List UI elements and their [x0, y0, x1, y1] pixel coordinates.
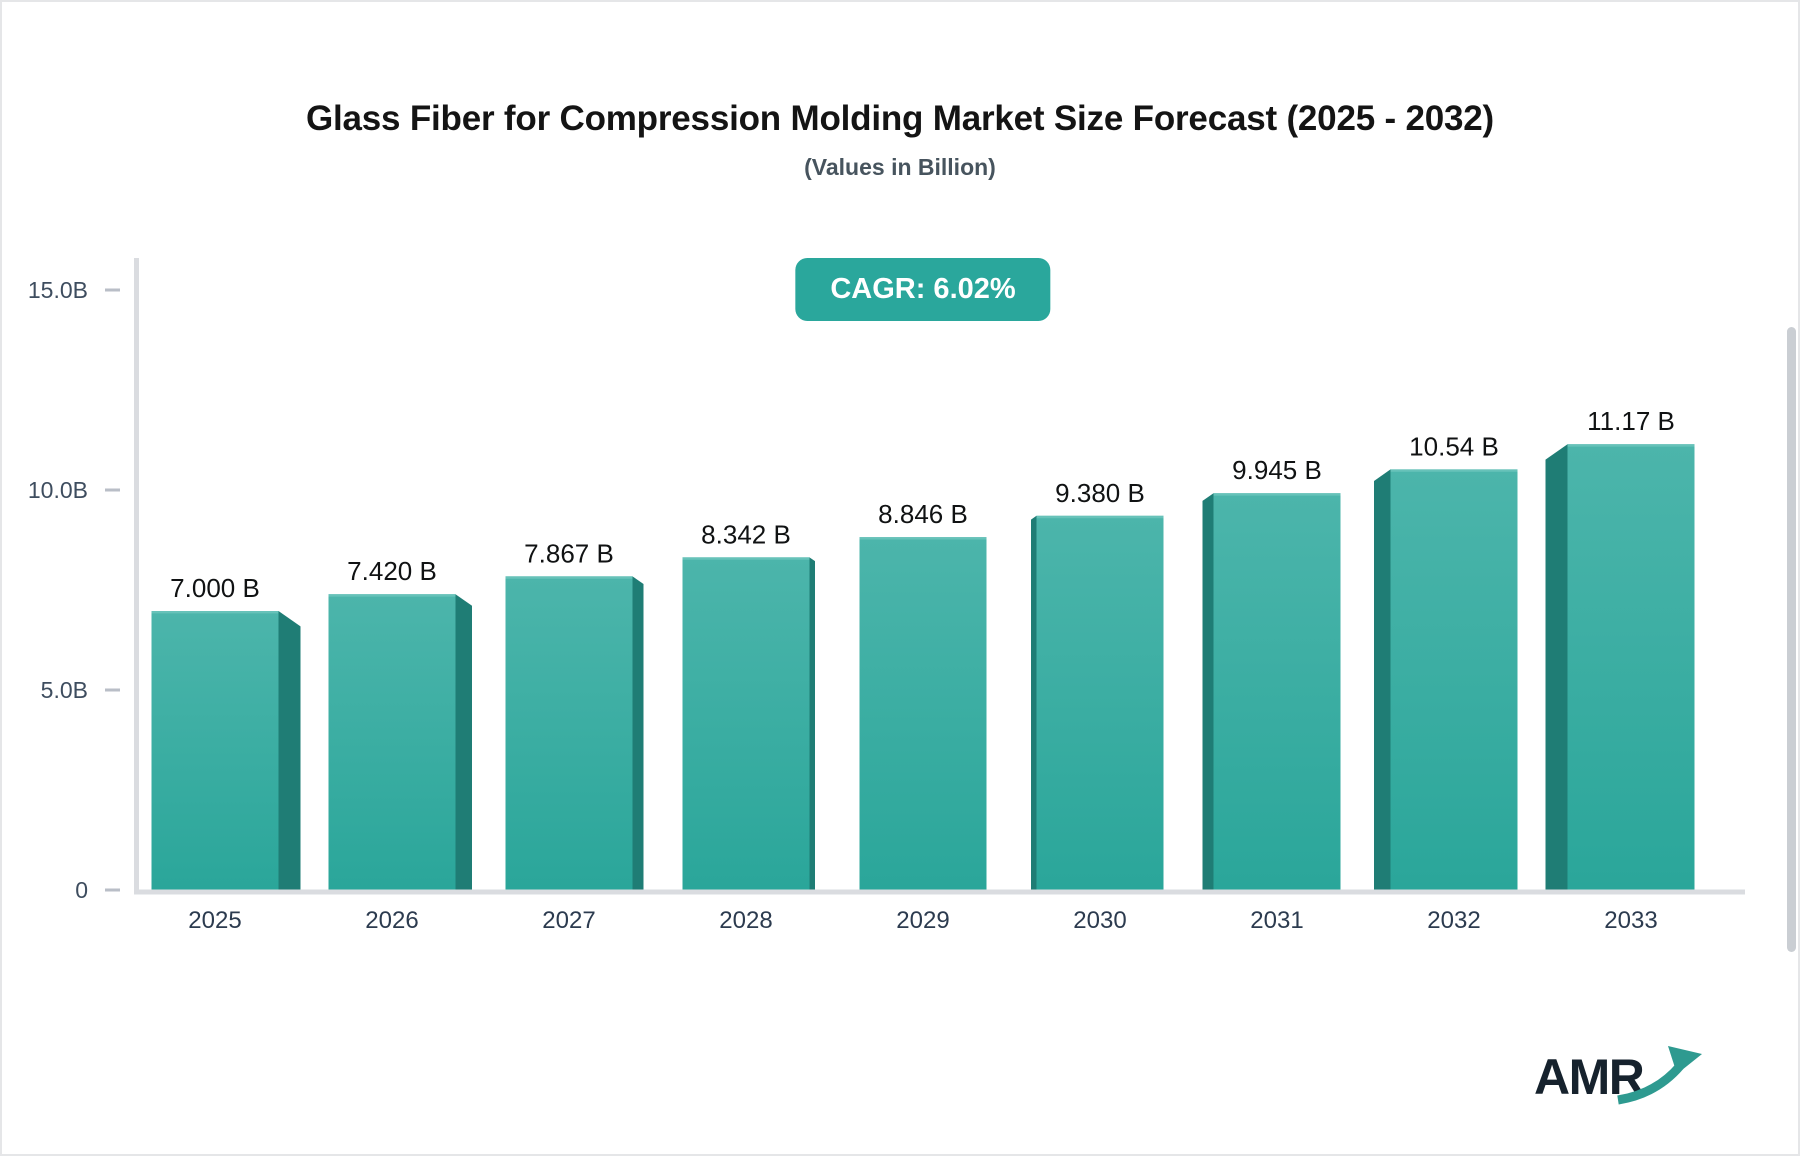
bar: [859, 537, 987, 891]
bar-side-face: [809, 557, 815, 890]
bar-value-label: 8.342 B: [701, 519, 791, 549]
x-axis-label: 2033: [1604, 907, 1657, 934]
bar-value-label: 9.380 B: [1055, 478, 1145, 508]
x-axis-label: 2025: [188, 907, 241, 934]
x-axis-label: 2032: [1427, 907, 1480, 934]
bar-value-label: 8.846 B: [878, 499, 968, 529]
vertical-scrollbar[interactable]: [1785, 2, 1798, 1154]
bar-value-label: 11.17 B: [1587, 406, 1675, 436]
x-axis-label: 2028: [719, 907, 772, 934]
bar: [1390, 469, 1518, 891]
y-axis-tick-label: 15.0B: [28, 277, 88, 303]
x-axis-label: 2027: [542, 907, 595, 934]
bar-side-face: [632, 576, 644, 890]
bar-value-label: 7.000 B: [170, 573, 260, 603]
growth-arrow-icon: [1617, 1046, 1702, 1105]
x-axis-label: 2031: [1250, 907, 1303, 934]
scrollbar-thumb[interactable]: [1787, 327, 1796, 952]
chart-subtitle: (Values in Billion): [804, 154, 996, 180]
bar: [1213, 493, 1341, 891]
bar-value-label: 9.945 B: [1232, 455, 1322, 485]
bar-side-face: [1031, 515, 1037, 890]
bar: [151, 611, 279, 891]
chart-title: Glass Fiber for Compression Molding Mark…: [305, 99, 1495, 138]
bar-side-face: [278, 611, 301, 890]
bar-value-label: 10.54 B: [1409, 431, 1499, 461]
cagr-badge: CAGR: 6.02%: [795, 258, 1051, 321]
bar-side-face: [455, 594, 472, 890]
y-axis-tick-label: 10.0B: [28, 477, 88, 503]
x-axis-label: 2029: [896, 907, 949, 934]
bar-value-label: 7.867 B: [524, 538, 614, 568]
y-axis-tick-label: 0: [75, 877, 88, 903]
bar-side-face: [1374, 469, 1391, 890]
bar: [328, 594, 456, 891]
bar-side-face: [1202, 493, 1214, 890]
bar: [682, 557, 810, 891]
x-axis-label: 2026: [365, 907, 418, 934]
bar: [1036, 515, 1164, 891]
y-axis-tick-label: 5.0B: [41, 677, 88, 703]
x-axis-label: 2030: [1073, 907, 1126, 934]
bar: [505, 576, 633, 891]
amr-logo: AMR: [1534, 1046, 1714, 1118]
bar-value-label: 7.420 B: [347, 556, 437, 586]
bar-side-face: [1545, 444, 1568, 890]
bar: [1567, 444, 1695, 891]
